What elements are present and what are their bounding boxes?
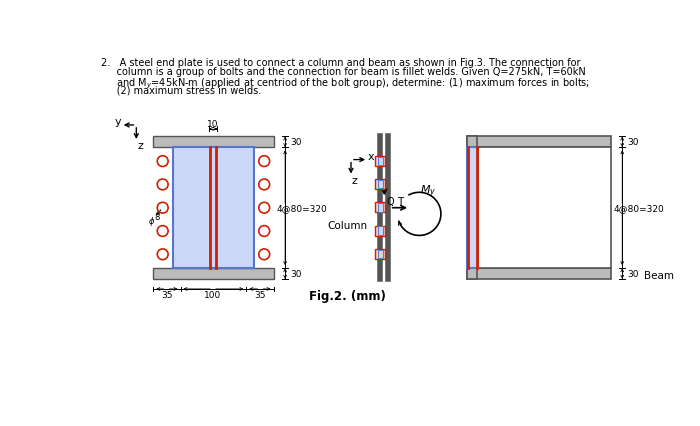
Bar: [468, 137, 610, 148]
Text: Beam: Beam: [644, 271, 674, 280]
Text: 30: 30: [627, 138, 639, 147]
Bar: [378, 250, 383, 259]
Bar: [209, 148, 217, 268]
Bar: [468, 148, 478, 268]
Text: Q: Q: [386, 197, 394, 207]
Text: (2) maximum stress in welds.: (2) maximum stress in welds.: [102, 86, 262, 96]
Text: and M$_y$=45kN-m (applied at centriod of the bolt group), determine: (1) maximum: and M$_y$=45kN-m (applied at centriod of…: [102, 77, 591, 91]
Text: 100: 100: [204, 290, 222, 299]
Text: 30: 30: [290, 269, 302, 278]
Text: Column: Column: [327, 221, 368, 230]
Text: y: y: [114, 117, 121, 127]
Text: $M_y$: $M_y$: [421, 183, 437, 199]
Text: column is a group of bolts and the connection for beam is fillet welds. Given Q=: column is a group of bolts and the conne…: [102, 67, 586, 77]
Text: 8: 8: [155, 212, 160, 221]
Bar: [375, 249, 385, 259]
Text: z: z: [352, 175, 358, 185]
Bar: [468, 268, 610, 279]
Text: x: x: [368, 152, 374, 162]
Text: 4@80=320: 4@80=320: [614, 204, 665, 213]
Bar: [375, 203, 385, 213]
Text: z: z: [137, 141, 143, 151]
Text: $\phi$: $\phi$: [148, 215, 155, 228]
Bar: [378, 180, 383, 189]
Bar: [378, 157, 383, 166]
Text: 2.   A steel end plate is used to connect a column and beam as shown in Fig.3. T: 2. A steel end plate is used to connect …: [102, 58, 581, 68]
Text: 30: 30: [290, 138, 302, 147]
Text: 10: 10: [207, 120, 219, 129]
Text: 30: 30: [627, 269, 639, 278]
Text: T: T: [397, 196, 403, 206]
Bar: [375, 226, 385, 236]
Text: 35: 35: [255, 290, 266, 299]
Text: 4@80=320: 4@80=320: [276, 204, 328, 213]
Bar: [173, 148, 254, 268]
Text: Fig.2. (mm): Fig.2. (mm): [309, 290, 386, 302]
Bar: [153, 268, 274, 279]
Bar: [375, 156, 385, 166]
Bar: [468, 137, 477, 279]
Bar: [375, 180, 385, 190]
Bar: [378, 204, 383, 212]
Bar: [378, 227, 383, 235]
Text: 35: 35: [161, 290, 172, 299]
Bar: [468, 148, 610, 268]
Bar: [153, 137, 274, 148]
